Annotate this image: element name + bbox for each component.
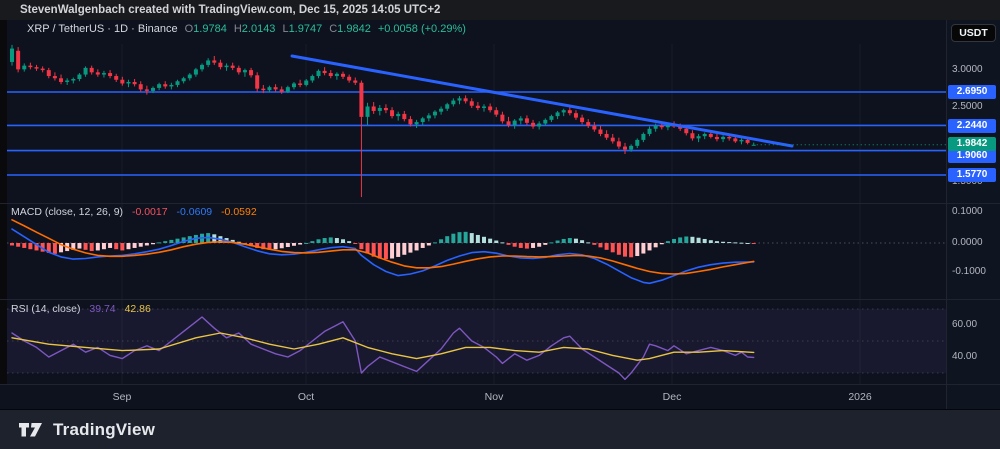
close-value: 1.9842 (337, 23, 371, 35)
price-level-badge[interactable]: 1.9060 (948, 149, 996, 163)
attribution-bar: StevenWalgenbach created with TradingVie… (0, 0, 1000, 20)
low-label: L (282, 23, 289, 35)
time-axis-label[interactable]: 2026 (848, 391, 872, 403)
macd-axis-label: 0.1000 (952, 206, 983, 217)
macd-title: MACD (close, 12, 26, 9) (11, 206, 124, 218)
rsi-legend[interactable]: RSI (14, close) 39.74 42.86 (11, 303, 151, 315)
price-axis-area[interactable] (947, 20, 1000, 409)
rsi-ma-value: 42.86 (124, 303, 151, 315)
tradingview-wordmark[interactable]: TradingView (53, 419, 156, 439)
change-percent: (+0.29%) (420, 23, 466, 35)
rsi-axis-label: 40.00 (952, 351, 978, 362)
open-label: O (184, 23, 194, 35)
price-axis-label: 3.0000 (952, 64, 983, 75)
tradingview-logo-icon[interactable] (18, 419, 44, 441)
time-axis-label[interactable]: Dec (662, 391, 682, 403)
price-axis-label: 2.5000 (952, 101, 983, 112)
macd-signal-value: -0.0592 (221, 206, 257, 218)
high-value: 2.0143 (241, 23, 276, 35)
time-axis-label[interactable]: Oct (297, 391, 315, 403)
macd-axis-label: 0.0000 (952, 237, 983, 248)
close-label: C (329, 23, 338, 35)
low-value: 1.9747 (288, 23, 323, 35)
open-value: 1.9784 (193, 23, 227, 35)
time-axis-label[interactable]: Nov (484, 391, 504, 403)
high-label: H (233, 23, 242, 35)
rsi-axis-label: 60.00 (952, 319, 978, 330)
time-axis-label[interactable]: Sep (112, 391, 132, 403)
macd-axis-label: -0.1000 (952, 266, 986, 277)
footer-bar: TradingView (0, 409, 1000, 449)
macd-line-value: -0.0609 (176, 206, 213, 218)
price-level-badge[interactable]: 2.6950 (948, 85, 996, 99)
macd-hist-value: -0.0017 (131, 206, 168, 218)
macd-legend[interactable]: MACD (close, 12, 26, 9) -0.0017 -0.0609 … (11, 206, 257, 218)
change-value: +0.0058 (377, 23, 418, 35)
price-level-badge[interactable]: 1.5770 (948, 168, 996, 182)
symbol-legend[interactable]: XRP / TetherUS · 1D · Binance O1.9784 H2.0… (27, 23, 466, 35)
left-edge-strip (0, 20, 7, 385)
rsi-title: RSI (14, close) (11, 303, 81, 315)
price-level-badge[interactable]: 2.2440 (948, 119, 996, 133)
symbol-title: XRP / TetherUS · 1D · Binance (27, 23, 178, 35)
currency-toggle-button[interactable]: USDT (951, 24, 996, 42)
rsi-value: 39.74 (89, 303, 116, 315)
last-price-badge[interactable]: 1.9842 (948, 137, 996, 151)
